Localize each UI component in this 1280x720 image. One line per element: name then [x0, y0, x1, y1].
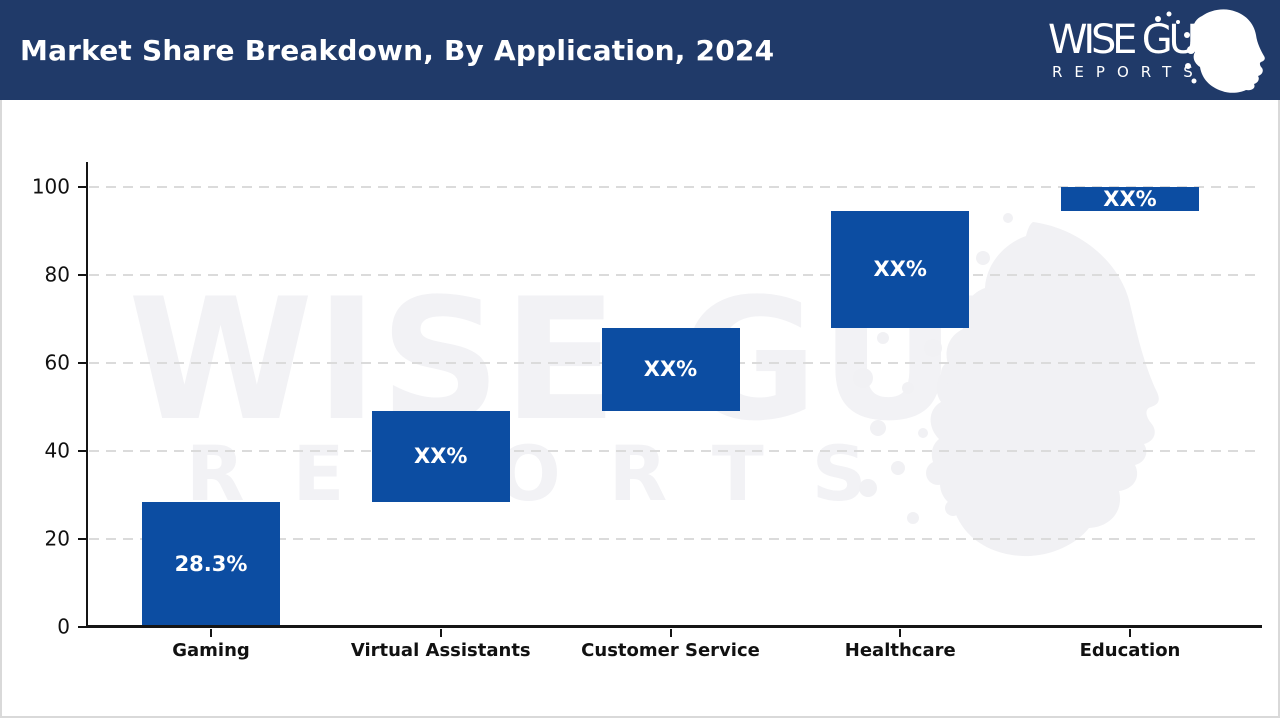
y-axis-tick-label: 60: [44, 350, 70, 375]
x-axis-tick: [669, 629, 672, 637]
x-category-label: Gaming: [172, 640, 250, 661]
bar-segment: XX%: [831, 211, 970, 328]
bar-value-label: XX%: [1103, 186, 1157, 211]
y-axis-tick-label: 80: [44, 262, 70, 287]
logo-subtext-text: REPORTS: [1052, 63, 1205, 81]
bar-segment: XX%: [601, 327, 740, 412]
x-category-label: Customer Service: [581, 640, 760, 661]
x-category-label: Education: [1079, 640, 1181, 661]
bar-segment: XX%: [1061, 186, 1199, 212]
y-axis-tick-label: 100: [31, 174, 70, 199]
grid-line: [89, 274, 1258, 276]
watermark-subtext: REPORTS: [186, 429, 915, 518]
grid-line: [89, 538, 1258, 540]
x-category-label: Healthcare: [844, 640, 956, 661]
header: Market Share Breakdown, By Application, …: [0, 0, 1280, 100]
bar-segment: 28.3%: [142, 502, 280, 627]
x-axis-tick: [1129, 629, 1131, 637]
bar-value-label: XX%: [873, 256, 927, 281]
bar-value-label: XX%: [643, 357, 698, 382]
y-axis-tick-label: 20: [44, 526, 70, 551]
x-axis-tick: [439, 629, 442, 637]
y-axis-tick-label: 40: [44, 438, 70, 463]
y-axis-line: [86, 162, 88, 628]
y-axis-tick: [78, 450, 86, 452]
y-axis-tick: [78, 274, 86, 276]
y-axis-tick: [78, 186, 86, 188]
y-axis-tick-label: 0: [57, 614, 70, 639]
page-title: Market Share Breakdown, By Application, …: [20, 33, 775, 67]
bar-segment: XX%: [371, 411, 510, 503]
x-axis-tick: [210, 629, 212, 637]
bar-value-label: 28.3%: [174, 552, 248, 577]
grid-line: [89, 450, 1258, 452]
wise-guy-logo: WISE GUY REPORTS: [1048, 9, 1265, 93]
x-axis-line: [86, 625, 1262, 628]
bar-value-label: XX%: [414, 444, 468, 469]
x-category-label: Virtual Assistants: [350, 640, 531, 661]
logo-wordmark-text: WISE GUY: [1048, 17, 1219, 63]
y-axis-tick: [78, 362, 86, 364]
y-axis-tick: [78, 538, 86, 540]
y-axis-tick: [78, 626, 86, 628]
grid-line: [89, 186, 1258, 188]
x-axis-tick: [899, 629, 902, 637]
logo-face-icon: [1190, 9, 1265, 93]
